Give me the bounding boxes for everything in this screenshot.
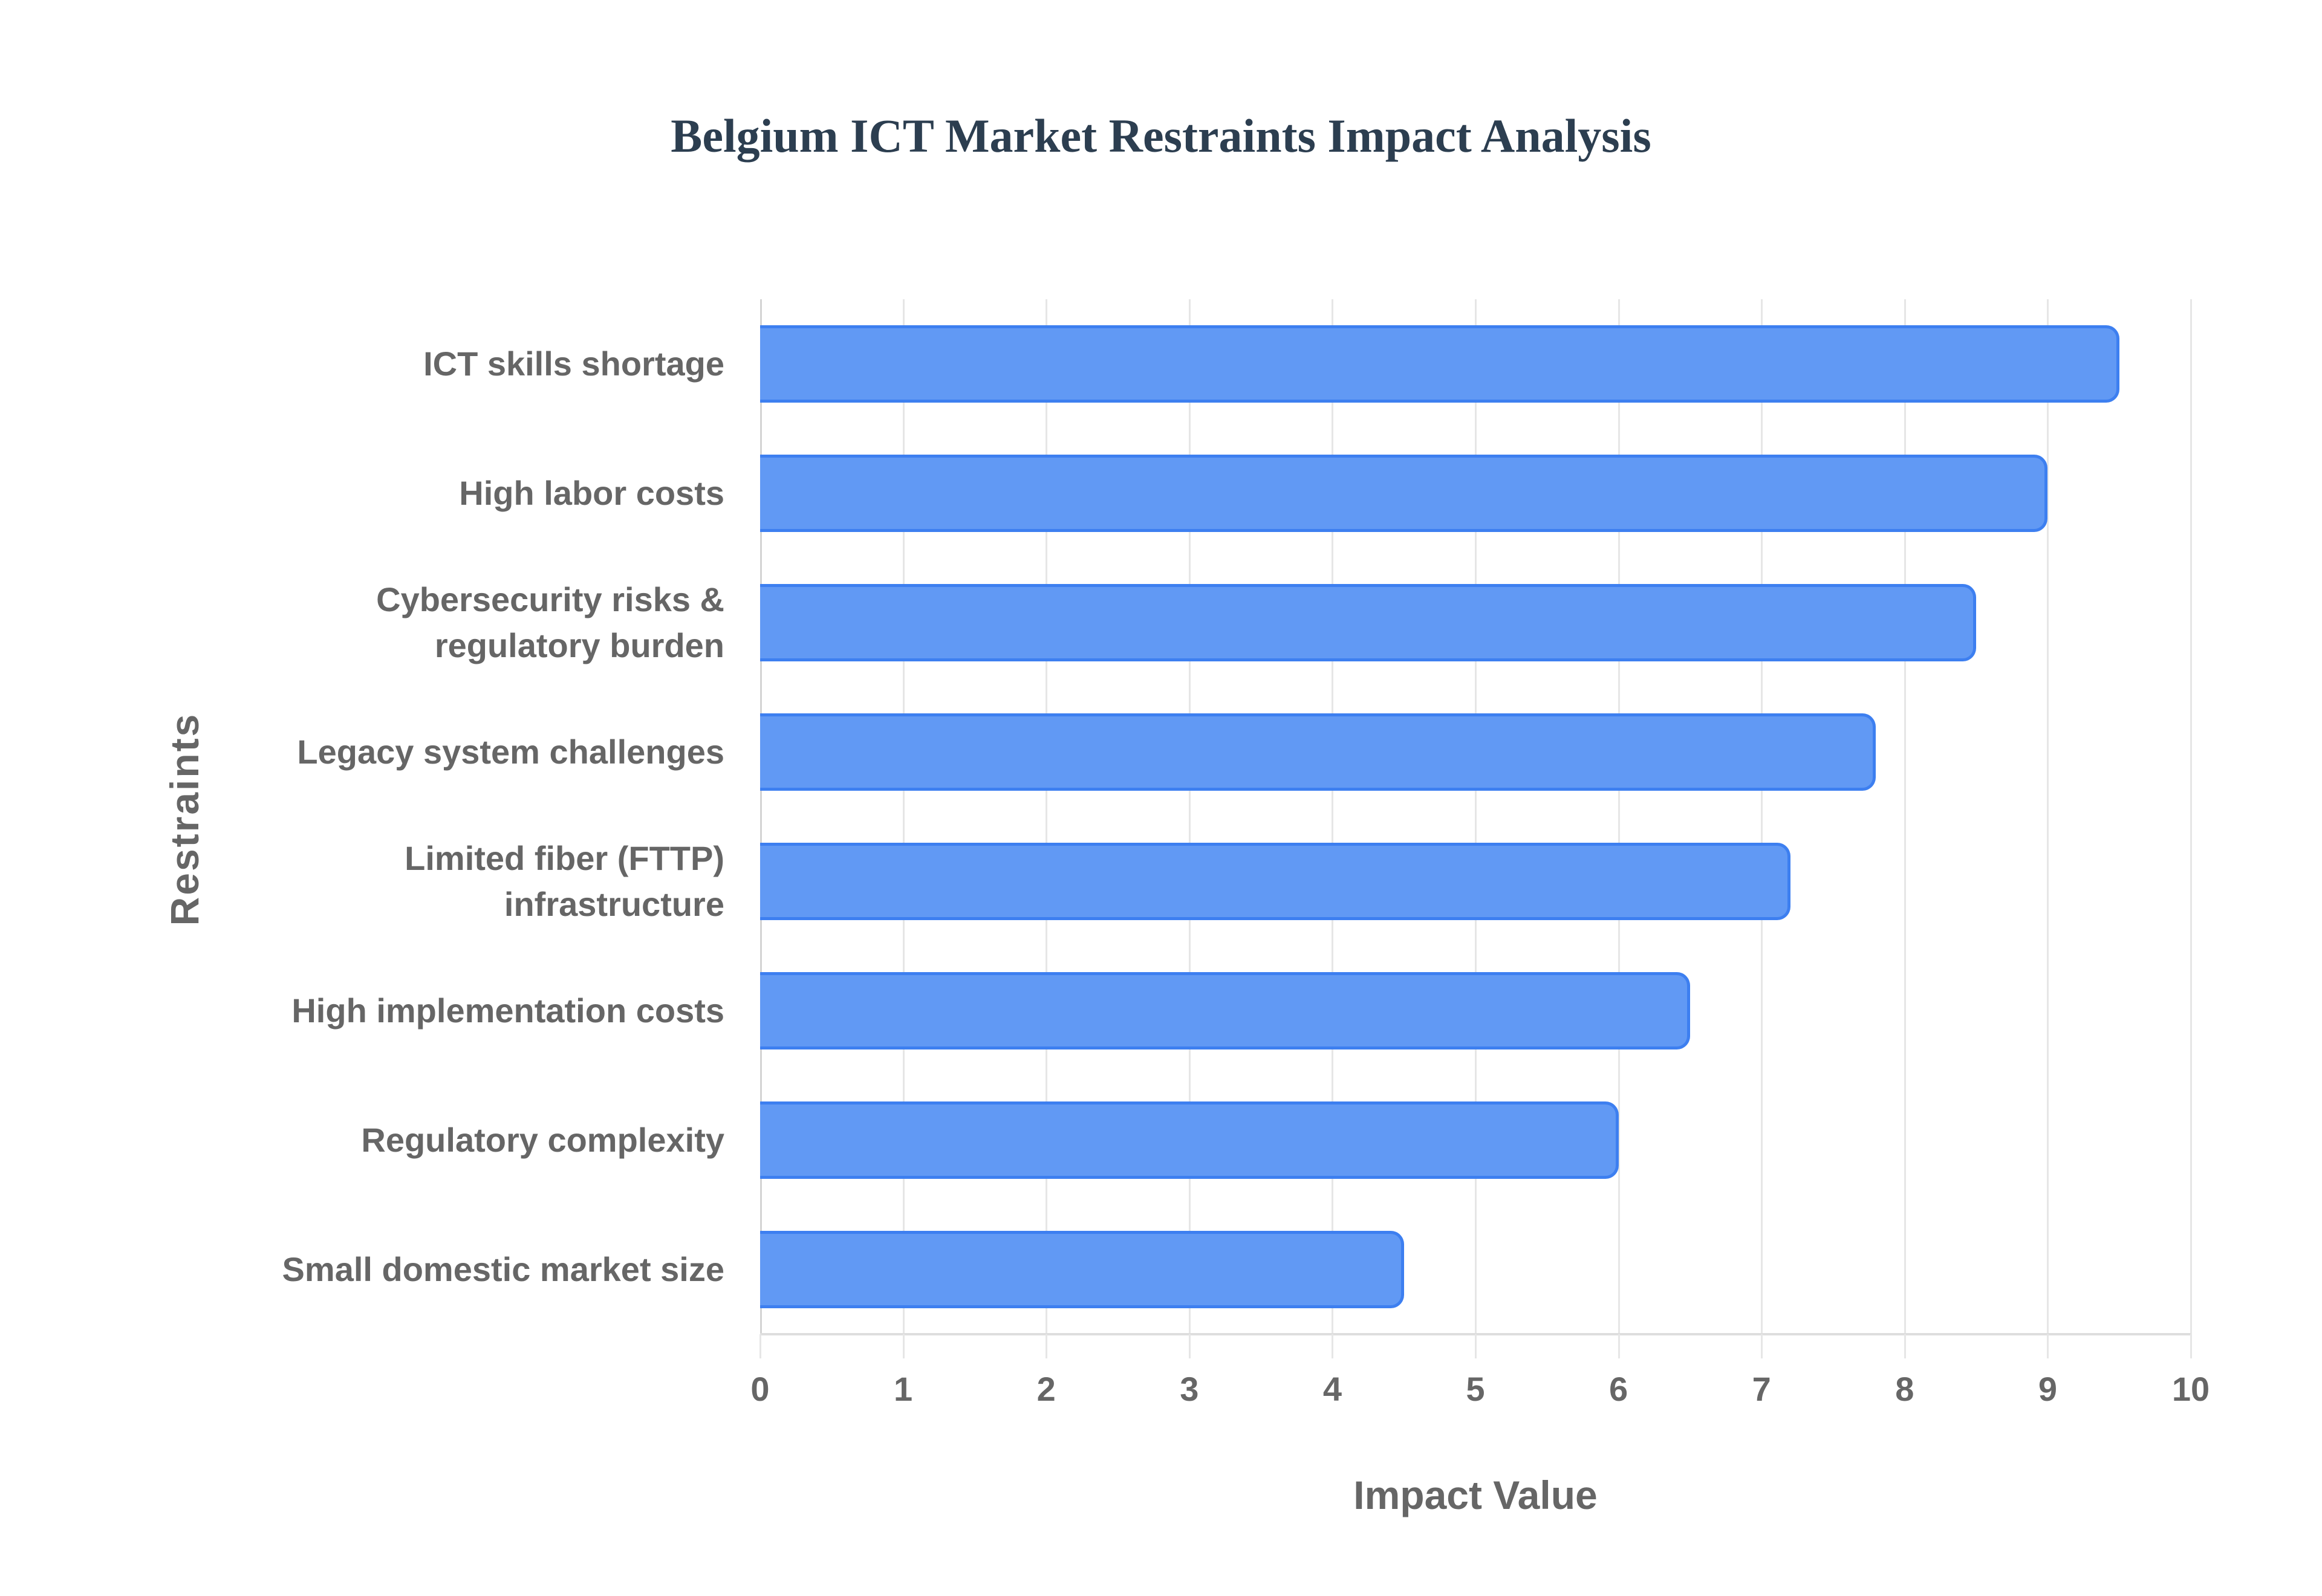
gridline — [2190, 299, 2192, 1334]
gridline — [1332, 299, 1334, 1334]
tick-mark — [902, 1334, 905, 1358]
plot-area — [759, 299, 2192, 1358]
tick-mark — [1618, 1334, 1620, 1358]
tick-mark — [1761, 1334, 1763, 1358]
gridline — [1046, 299, 1048, 1334]
tick-mark — [1332, 1334, 1334, 1358]
y-category-label: ICT skills shortage — [423, 345, 724, 383]
tick-mark — [1904, 1334, 1906, 1358]
tick-mark — [1475, 1334, 1477, 1358]
x-tick-label: 5 — [1466, 1370, 1485, 1408]
bar[interactable] — [760, 455, 2048, 532]
bar[interactable] — [760, 713, 1876, 791]
gridline — [1618, 299, 1620, 1334]
bar[interactable] — [760, 972, 1690, 1049]
bar[interactable] — [760, 325, 2119, 403]
tick-mark — [2047, 1334, 2049, 1358]
x-tick-label: 4 — [1322, 1370, 1342, 1408]
tick-mark — [1188, 1334, 1191, 1358]
bar[interactable] — [760, 1231, 1404, 1308]
tick-mark — [2190, 1334, 2192, 1358]
x-tick-label: 7 — [1752, 1370, 1771, 1408]
gridline — [1475, 299, 1477, 1334]
gridline — [1761, 299, 1763, 1334]
bar[interactable] — [760, 1101, 1619, 1179]
x-tick-label: 9 — [2038, 1370, 2057, 1408]
gridline — [1188, 299, 1191, 1334]
y-category-label: Regulatory complexity — [361, 1121, 724, 1159]
y-category-label: High labor costs — [459, 474, 724, 512]
gridline — [902, 299, 905, 1334]
y-category-label: Limited fiber (FTTP) infrastructure — [405, 839, 724, 923]
gridline — [1904, 299, 1906, 1334]
y-category-label: Legacy system challenges — [297, 733, 724, 771]
x-tick-label: 3 — [1180, 1370, 1199, 1408]
gridline — [2047, 299, 2049, 1334]
x-tick-label: 0 — [750, 1370, 770, 1408]
x-tick-label: 1 — [894, 1370, 913, 1408]
x-axis-title: Impact Value — [1353, 1473, 1598, 1517]
x-tick-label: 6 — [1609, 1370, 1628, 1408]
y-axis-line — [760, 299, 762, 1334]
x-tick-label: 2 — [1036, 1370, 1056, 1408]
y-category-label: Small domestic market size — [282, 1250, 724, 1288]
y-category-label: High implementation costs — [291, 991, 724, 1030]
tick-mark — [1046, 1334, 1048, 1358]
tick-mark — [759, 1334, 761, 1358]
chart-title: Belgium ICT Market Restraints Impact Ana… — [671, 109, 1651, 162]
bar[interactable] — [760, 584, 1977, 661]
bar[interactable] — [760, 843, 1790, 920]
y-category-label: Cybersecurity risks & regulatory burden — [376, 580, 724, 664]
x-tick-label: 10 — [2171, 1370, 2210, 1408]
x-tick-label: 8 — [1895, 1370, 1914, 1408]
